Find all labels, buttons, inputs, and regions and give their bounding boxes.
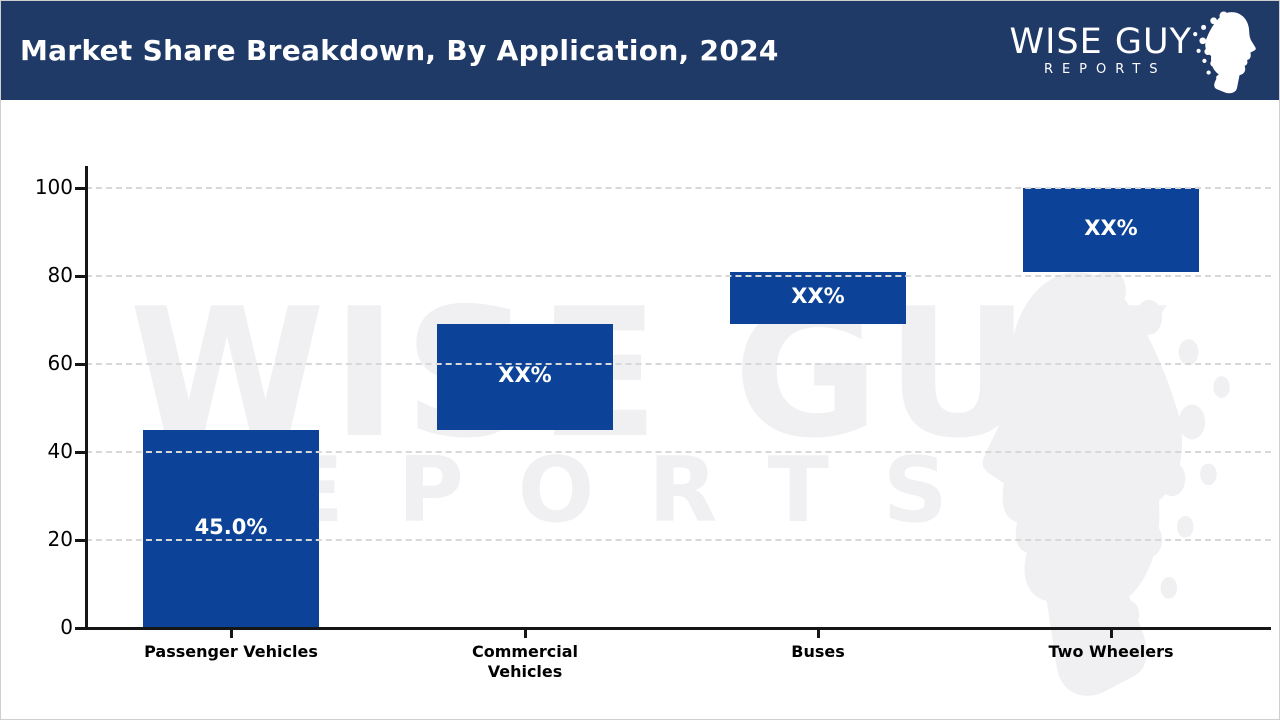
gridline bbox=[86, 363, 1271, 365]
x-category-label: Two Wheelers bbox=[991, 642, 1231, 662]
bar-segment: 45.0% bbox=[143, 430, 319, 628]
x-category-label-line: Buses bbox=[791, 642, 845, 661]
logo-text: WISE GUY REPORTS bbox=[1009, 24, 1192, 77]
y-axis bbox=[85, 166, 88, 630]
x-category-label: Buses bbox=[698, 642, 938, 662]
x-tick-mark bbox=[230, 630, 233, 638]
y-tick-mark bbox=[75, 538, 86, 542]
bar-value-label: XX% bbox=[791, 283, 845, 308]
bar-segment: XX% bbox=[1023, 188, 1199, 272]
y-tick-label: 60 bbox=[47, 351, 73, 375]
y-tick-label: 0 bbox=[60, 615, 73, 639]
y-tick-label: 100 bbox=[34, 175, 73, 199]
y-tick-mark bbox=[75, 362, 86, 366]
logo-subtitle: REPORTS bbox=[1043, 61, 1167, 77]
y-tick-mark bbox=[75, 450, 86, 454]
bar-value-label: XX% bbox=[1084, 215, 1138, 240]
bar-value-label: 45.0% bbox=[194, 515, 268, 539]
x-tick-mark bbox=[524, 630, 527, 638]
y-tick-label: 20 bbox=[47, 527, 73, 551]
x-category-label: Passenger Vehicles bbox=[111, 642, 351, 662]
bar-value-label: XX% bbox=[498, 363, 552, 388]
y-tick-label: 80 bbox=[47, 263, 73, 287]
gridline bbox=[86, 451, 1271, 453]
wiseguy-logo: WISE GUY REPORTS bbox=[1009, 4, 1266, 96]
x-tick-mark bbox=[817, 630, 820, 638]
bar-segment: XX% bbox=[437, 324, 613, 430]
logo-head-icon bbox=[1193, 11, 1256, 94]
watermark-head-icon bbox=[982, 269, 1230, 696]
x-category-label-line: Two Wheelers bbox=[1048, 642, 1174, 661]
y-tick-mark bbox=[75, 186, 86, 190]
gridline bbox=[86, 187, 1271, 189]
y-tick-mark bbox=[75, 274, 86, 278]
logo-wordmark: WISE GUY bbox=[1009, 21, 1192, 62]
x-category-label: Commercial Vehicles bbox=[405, 642, 645, 682]
x-category-label-line: Passenger Vehicles bbox=[144, 642, 318, 661]
gridline bbox=[86, 539, 1271, 541]
page-title: Market Share Breakdown, By Application, … bbox=[20, 33, 779, 67]
bar-segment: XX% bbox=[730, 271, 906, 325]
chart-area: WISE GUY REPORTS 0 20 40 60 80 100 45.0% Passen… bbox=[1, 100, 1279, 719]
x-category-label-line: Commercial bbox=[471, 642, 579, 661]
x-axis bbox=[79, 627, 1271, 630]
x-category-label-line: Vehicles bbox=[487, 662, 563, 681]
header-bar: Market Share Breakdown, By Application, … bbox=[1, 1, 1279, 100]
gridline bbox=[86, 275, 1271, 277]
x-tick-mark bbox=[1110, 630, 1113, 638]
y-tick-label: 40 bbox=[47, 439, 73, 463]
